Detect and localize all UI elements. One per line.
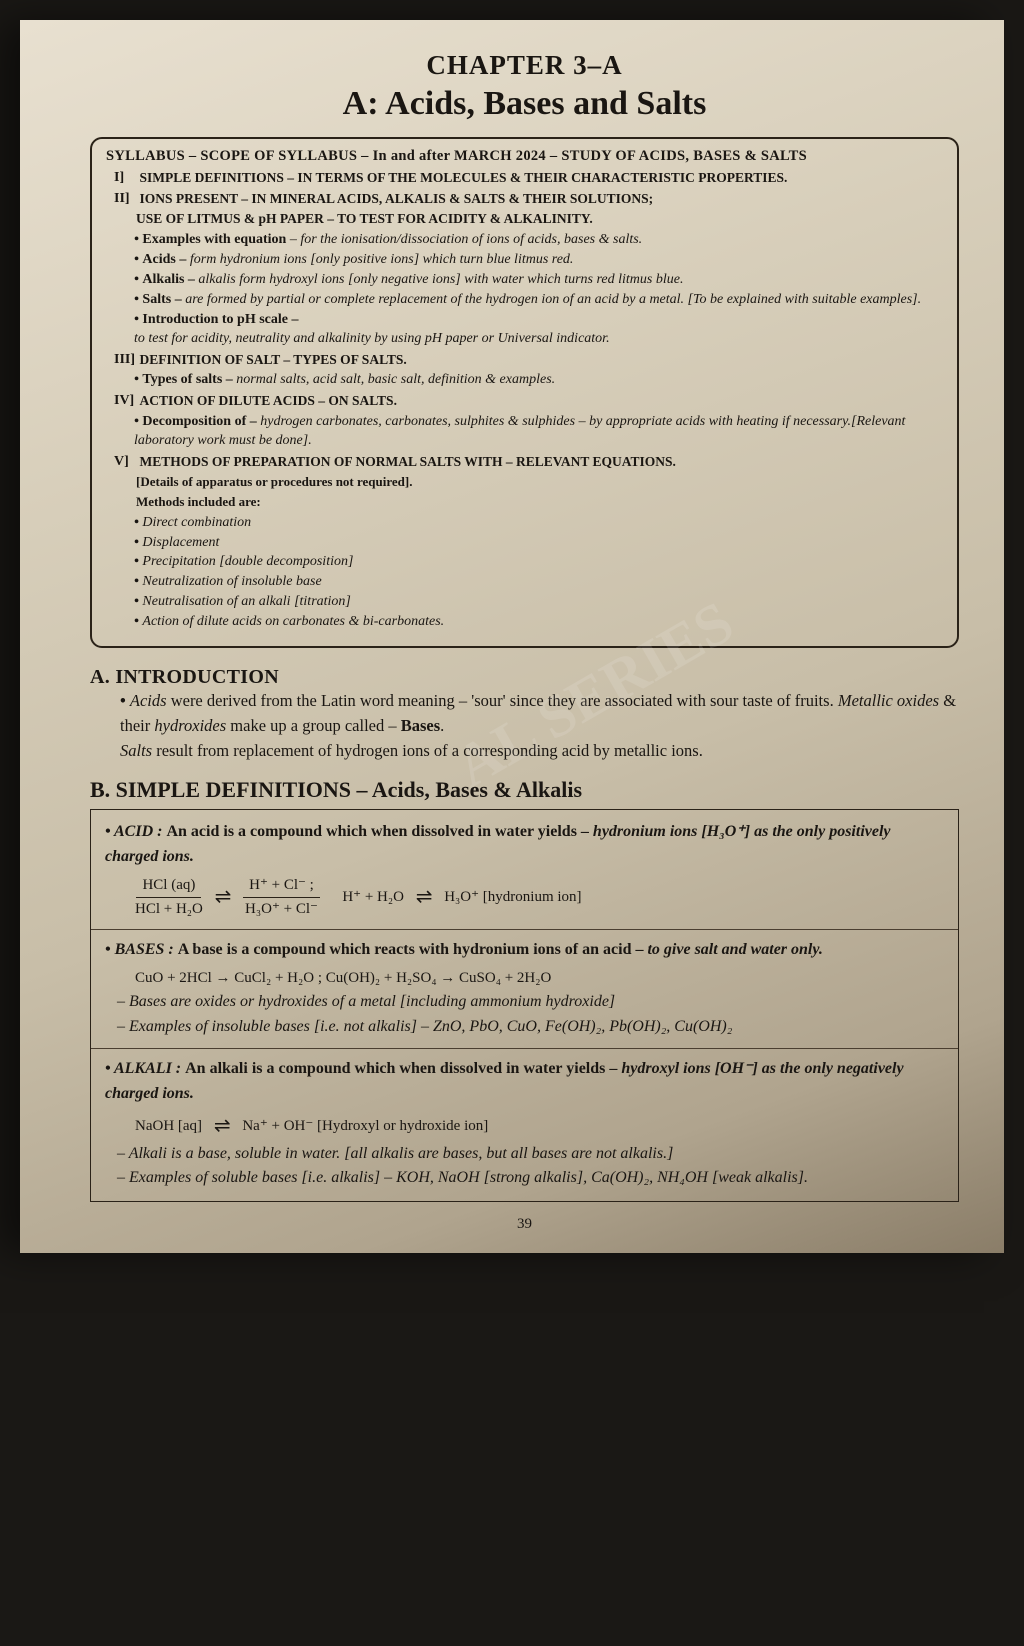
- syl-v-methods: Methods included are:: [136, 494, 261, 509]
- syl-item-iii: III] DEFINITION OF SALT – TYPES OF SALTS…: [114, 351, 943, 371]
- section-a-head: A. INTRODUCTION: [90, 666, 959, 689]
- syl-iii-text: DEFINITION OF SALT – TYPES OF SALTS.: [140, 352, 407, 367]
- roman-i: I]: [114, 169, 136, 188]
- base-text1: A base is a compound which reacts with h…: [178, 941, 648, 958]
- method-6: Action of dilute acids on carbonates & b…: [134, 613, 943, 632]
- base-note2: – Examples of insoluble bases [i.e. not …: [117, 1015, 944, 1040]
- roman-iii: III]: [114, 351, 136, 370]
- base-lead: • BASES :: [105, 941, 174, 958]
- bullet-ph: Introduction to pH scale –to test for ac…: [134, 311, 943, 349]
- alkali-eq: NaOH [aq] ⇌ Na⁺ + OH⁻ [Hydroxyl or hydro…: [135, 1111, 944, 1142]
- method-4: Neutralization of insoluble base: [134, 573, 943, 592]
- syllabus-box: SYLLABUS – SCOPE OF SYLLABUS – In and af…: [90, 137, 959, 648]
- definitions-box: • ACID : An acid is a compound which whe…: [90, 809, 959, 1202]
- base-note1: – Bases are oxides or hydroxides of a me…: [117, 990, 944, 1015]
- alkali-note1: – Alkali is a base, soluble in water. [a…: [117, 1142, 944, 1167]
- roman-v: V]: [114, 453, 136, 472]
- acid-lead: • ACID :: [105, 823, 162, 840]
- chapter-subtitle: A: Acids, Bases and Salts: [90, 85, 959, 123]
- syl-v-text: METHODS OF PREPARATION OF NORMAL SALTS W…: [140, 454, 676, 469]
- syl-v-methods-list: Direct combination Displacement Precipit…: [134, 514, 943, 632]
- syl-item-ii: II] IONS PRESENT – IN MINERAL ACIDS, ALK…: [114, 190, 943, 230]
- bullet-salts: Salts – are formed by partial or complet…: [134, 291, 943, 310]
- syl-item-v: V] METHODS OF PREPARATION OF NORMAL SALT…: [114, 453, 943, 513]
- base-text2: to give salt and water only.: [647, 941, 822, 958]
- roman-ii: II]: [114, 190, 136, 209]
- syl-ii-text: IONS PRESENT – IN MINERAL ACIDS, ALKALIS…: [140, 191, 654, 206]
- chapter-title: CHAPTER 3–A: [90, 50, 959, 81]
- syl-iv-text: ACTION OF DILUTE ACIDS – ON SALTS.: [140, 393, 397, 408]
- bullet-acids: Acids – form hydronium ions [only positi…: [134, 251, 943, 270]
- syl-ii-bullets: Examples with equationExamples with equa…: [134, 231, 943, 348]
- syl-ii-sub: USE OF LITMUS & pH PAPER – TO TEST FOR A…: [136, 211, 593, 226]
- roman-iv: IV]: [114, 392, 136, 411]
- bullet-types-salts: Types of salts – normal salts, acid salt…: [134, 371, 943, 390]
- acid-text1: An acid is a compound which when dissolv…: [166, 823, 592, 840]
- divider-1: [91, 929, 958, 930]
- syllabus-head: SYLLABUS – SCOPE OF SYLLABUS – In and af…: [106, 147, 943, 167]
- def-bases: • BASES : A base is a compound which rea…: [105, 938, 944, 1040]
- textbook-page: AL SERIES CHAPTER 3–A A: Acids, Bases an…: [20, 20, 1004, 1253]
- alkali-note2: – Examples of soluble bases [i.e. alkali…: [117, 1166, 944, 1191]
- divider-2: [91, 1048, 958, 1049]
- syl-iv-bullets: Decomposition of – hydrogen carbonates, …: [134, 413, 943, 451]
- alkali-lead: • ALKALI :: [105, 1060, 181, 1077]
- method-2: Displacement: [134, 534, 943, 553]
- def-alkali: • ALKALI : An alkali is a compound which…: [105, 1057, 944, 1191]
- syl-item-iv: IV] ACTION OF DILUTE ACIDS – ON SALTS.: [114, 392, 943, 412]
- syl-v-note: [Details of apparatus or procedures not …: [136, 474, 413, 489]
- method-1: Direct combination: [134, 514, 943, 533]
- base-eq: CuO + 2HCl → CuCl₂ + H₂O ; Cu(OH)₂ + H₂S…: [135, 967, 944, 990]
- intro-body: Acids were derived from the Latin word m…: [120, 689, 959, 763]
- page-number: 39: [90, 1216, 959, 1233]
- bullet-decomp: Decomposition of – hydrogen carbonates, …: [134, 413, 943, 451]
- intro-p2: Salts result from replacement of hydroge…: [120, 741, 703, 760]
- syl-iii-bullets: Types of salts – normal salts, acid salt…: [134, 371, 943, 390]
- acid-eq-row1: HCl (aq)HCl + H₂O ⇌ H⁺ + Cl⁻ ;H₃O⁺ + Cl⁻…: [135, 874, 944, 922]
- def-acid: • ACID : An acid is a compound which whe…: [105, 820, 944, 921]
- syl-i-text: SIMPLE DEFINITIONS – IN TERMS OF THE MOL…: [140, 170, 788, 185]
- bullet-alkalis: Alkalis – alkalis form hydroxyl ions [on…: [134, 271, 943, 290]
- alkali-text1: An alkali is a compound which when disso…: [185, 1060, 621, 1077]
- bullet-examples: Examples with equationExamples with equa…: [134, 231, 943, 250]
- section-b-head: B. SIMPLE DEFINITIONS – Acids, Bases & A…: [90, 777, 959, 803]
- syl-item-i: I] SIMPLE DEFINITIONS – IN TERMS OF THE …: [114, 169, 943, 189]
- method-5: Neutralisation of an alkali [titration]: [134, 593, 943, 612]
- method-3: Precipitation [double decomposition]: [134, 553, 943, 572]
- intro-p1a: Acids were derived from the Latin word m…: [120, 691, 956, 735]
